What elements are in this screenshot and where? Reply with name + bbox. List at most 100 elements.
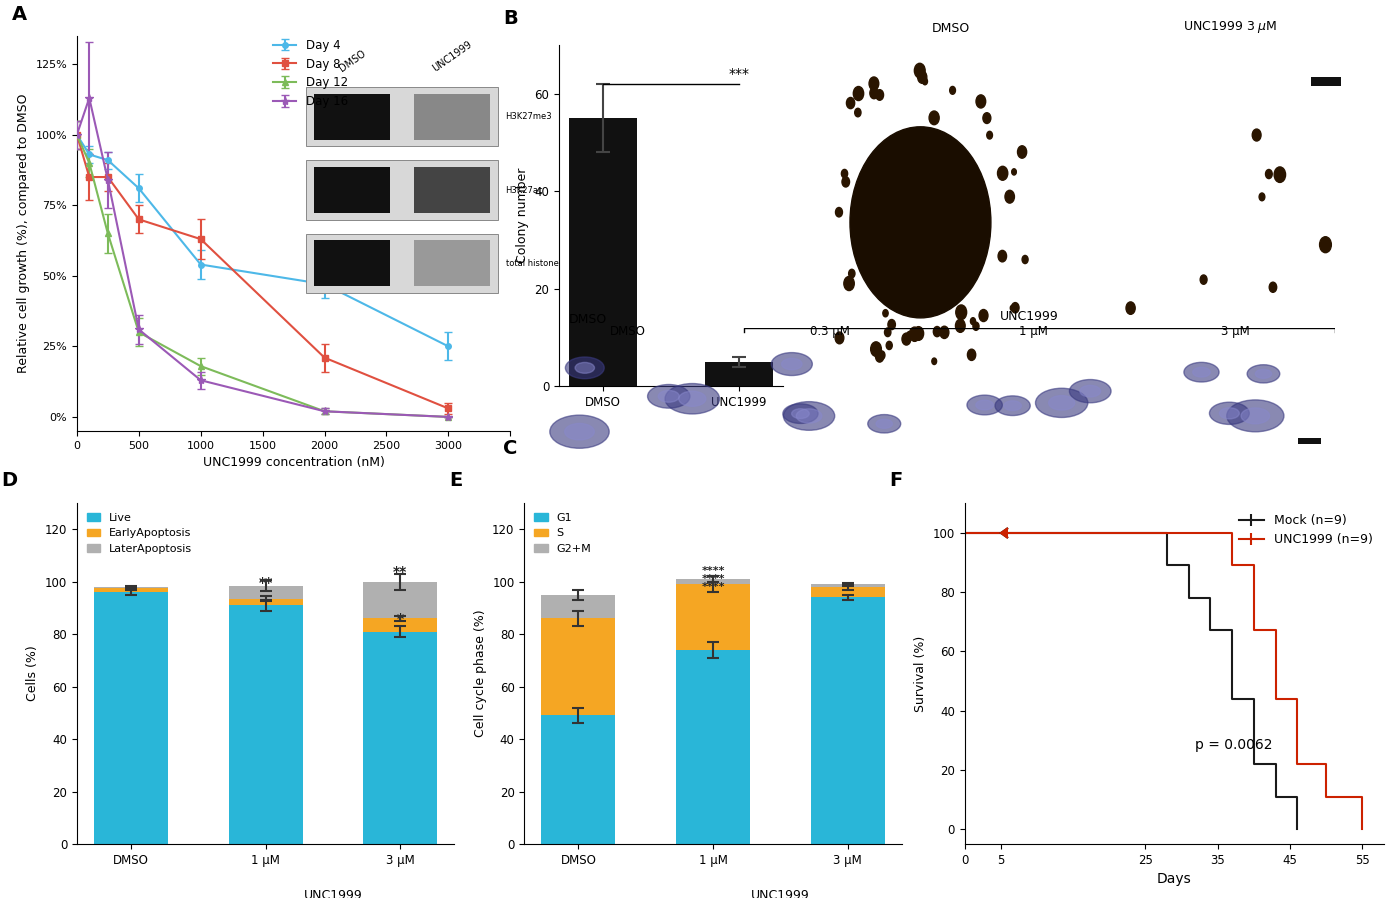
Text: *: * — [397, 612, 404, 626]
Circle shape — [1069, 380, 1111, 403]
Circle shape — [781, 358, 802, 370]
Circle shape — [1269, 282, 1276, 293]
Text: ****: **** — [702, 574, 724, 585]
Circle shape — [565, 424, 594, 440]
Circle shape — [1209, 402, 1250, 425]
Bar — [94, 587, 168, 588]
Circle shape — [907, 331, 913, 339]
Circle shape — [955, 319, 965, 332]
Circle shape — [976, 400, 994, 410]
Circle shape — [998, 251, 1007, 262]
Circle shape — [949, 86, 955, 94]
Line: Mock (n=9): Mock (n=9) — [965, 533, 1297, 829]
Mock (n=9) — [1223, 693, 1240, 704]
Circle shape — [783, 404, 818, 424]
Text: 3 μM: 3 μM — [1222, 325, 1250, 338]
Circle shape — [1241, 408, 1269, 424]
Circle shape — [1265, 170, 1272, 179]
Mock (n=9) — [1267, 791, 1283, 802]
Circle shape — [939, 326, 949, 339]
UNC1999 (n=9) — [956, 527, 973, 538]
Bar — [569, 118, 637, 386]
Text: p = 0.0062: p = 0.0062 — [1195, 737, 1272, 752]
Bar — [94, 588, 168, 592]
Text: UNC1999 3 $\mu$M: UNC1999 3 $\mu$M — [1183, 19, 1278, 35]
UNC1999 (n=9) — [1223, 559, 1240, 570]
UNC1999 (n=9) — [1318, 791, 1335, 802]
Bar — [363, 619, 438, 631]
Bar — [677, 579, 749, 585]
Bar — [1311, 77, 1341, 86]
Circle shape — [849, 269, 856, 277]
Mock (n=9) — [1246, 759, 1262, 770]
Legend: Live, EarlyApoptosis, LaterApoptosis: Live, EarlyApoptosis, LaterApoptosis — [82, 508, 197, 559]
Mock (n=9) — [1159, 559, 1176, 570]
Text: D: D — [1, 471, 18, 489]
Circle shape — [797, 409, 822, 423]
Circle shape — [1260, 193, 1265, 201]
Circle shape — [967, 349, 976, 360]
Circle shape — [995, 396, 1030, 416]
Line: UNC1999 (n=9): UNC1999 (n=9) — [965, 533, 1362, 829]
Text: F: F — [889, 471, 902, 489]
Circle shape — [1227, 400, 1283, 432]
Text: UNC1999: UNC1999 — [751, 889, 809, 898]
Bar — [229, 585, 302, 599]
Y-axis label: Relative cell growth (%), compared to DMSO: Relative cell growth (%), compared to DM… — [17, 93, 29, 374]
Circle shape — [1005, 190, 1015, 203]
UNC1999 (n=9) — [1246, 625, 1262, 636]
Circle shape — [1192, 367, 1211, 377]
Circle shape — [1011, 305, 1015, 311]
Text: DMSO: DMSO — [931, 22, 970, 35]
Text: **: ** — [393, 565, 407, 579]
Bar — [1297, 438, 1321, 444]
Circle shape — [970, 318, 976, 325]
Circle shape — [565, 357, 604, 379]
Text: UNC1999: UNC1999 — [1000, 311, 1060, 323]
Circle shape — [1004, 401, 1022, 410]
Text: ***: *** — [728, 67, 749, 82]
Circle shape — [932, 358, 937, 365]
Circle shape — [842, 177, 850, 187]
Circle shape — [888, 320, 895, 330]
Circle shape — [1184, 363, 1219, 382]
Text: E: E — [449, 471, 461, 489]
Text: B: B — [503, 9, 519, 29]
Circle shape — [902, 333, 911, 345]
Circle shape — [882, 310, 888, 317]
Bar — [363, 582, 438, 619]
Circle shape — [549, 415, 610, 448]
Circle shape — [1036, 388, 1088, 418]
Circle shape — [678, 392, 706, 407]
Circle shape — [575, 363, 594, 374]
Circle shape — [791, 409, 809, 418]
Text: 1 μM: 1 μM — [1019, 325, 1047, 338]
Bar — [811, 587, 885, 597]
Mock (n=9) — [993, 527, 1009, 538]
Bar — [811, 585, 885, 587]
Circle shape — [878, 351, 885, 359]
UNC1999 (n=9) — [1353, 823, 1370, 834]
Legend: Mock (n=9), UNC1999 (n=9): Mock (n=9), UNC1999 (n=9) — [1234, 509, 1378, 551]
Text: **: ** — [259, 576, 273, 589]
Bar — [363, 631, 438, 844]
Text: A: A — [13, 5, 27, 24]
Circle shape — [868, 415, 900, 433]
Circle shape — [870, 77, 879, 90]
Circle shape — [917, 71, 927, 84]
X-axis label: UNC1999 concentration (nM): UNC1999 concentration (nM) — [203, 456, 384, 470]
Circle shape — [836, 207, 843, 217]
Circle shape — [850, 127, 991, 318]
UNC1999 (n=9) — [1289, 759, 1306, 770]
Circle shape — [998, 166, 1008, 180]
X-axis label: Days: Days — [1158, 872, 1191, 886]
Circle shape — [846, 98, 854, 109]
UNC1999 (n=9) — [993, 527, 1009, 538]
Circle shape — [1011, 303, 1019, 313]
Circle shape — [886, 341, 892, 349]
Text: ****: **** — [702, 582, 724, 592]
Circle shape — [979, 310, 988, 321]
Circle shape — [772, 353, 812, 375]
Circle shape — [665, 383, 720, 414]
Y-axis label: Cells (%): Cells (%) — [27, 646, 39, 701]
